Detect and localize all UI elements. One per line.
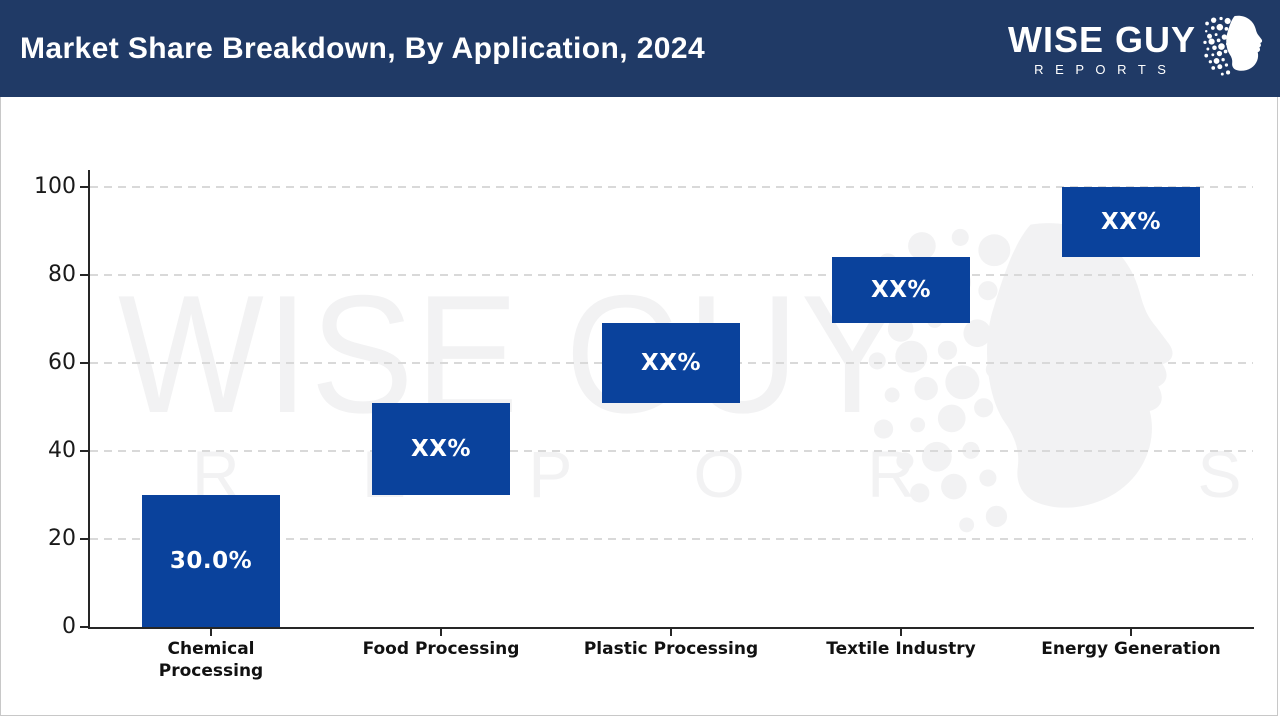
x-label-plastic-processing: Plastic Processing — [583, 639, 759, 659]
logo-wordmark: WISE GUY — [1007, 18, 1196, 60]
y-tick-label-60: 60 — [48, 350, 76, 375]
bar-chemical-processing: 30.0% — [142, 495, 280, 627]
gridline-40 — [90, 450, 1253, 452]
x-label-textile-industry: Textile Industry — [826, 639, 976, 659]
bar-food-processing: XX% — [372, 402, 510, 495]
x-axis-spine — [88, 627, 1254, 629]
x-tick-mark-chemical-processing — [210, 629, 212, 636]
x-label-chemical-processing: Chemical Processing — [158, 639, 264, 681]
header-bar: Market Share Breakdown, By Application, … — [0, 0, 1280, 97]
gridline-80 — [90, 274, 1253, 276]
y-tick-mark-80 — [80, 274, 89, 276]
bar-value-label-chemical-processing: 30.0% — [169, 548, 253, 574]
gridline-100 — [90, 186, 1253, 188]
y-tick-mark-0 — [80, 626, 89, 628]
y-axis-spine — [88, 170, 90, 629]
bar-value-label-food-processing: XX% — [410, 435, 471, 462]
wiseguy-face-icon — [1203, 15, 1263, 76]
gridline-20 — [90, 538, 1253, 540]
logo-subtext: R E P O R T S — [1034, 61, 1170, 77]
y-tick-label-40: 40 — [48, 438, 76, 463]
bar-value-label-textile-industry: XX% — [870, 277, 931, 304]
x-tick-mark-textile-industry — [900, 629, 902, 636]
wiseguy-logo: WISE GUY R E P O R T S — [1008, 14, 1280, 84]
x-tick-mark-food-processing — [440, 629, 442, 636]
y-tick-label-0: 0 — [62, 614, 76, 639]
x-tick-mark-energy-generation — [1130, 629, 1132, 636]
x-tick-mark-plastic-processing — [670, 629, 672, 636]
y-tick-label-100: 100 — [34, 174, 76, 199]
y-tick-mark-60 — [80, 362, 89, 364]
x-label-energy-generation: Energy Generation — [1041, 639, 1221, 659]
x-label-food-processing: Food Processing — [362, 639, 520, 659]
chart-title: Market Share Breakdown, By Application, … — [20, 31, 706, 65]
bar-textile-industry: XX% — [832, 257, 970, 324]
bar-energy-generation: XX% — [1062, 187, 1200, 258]
bar-value-label-plastic-processing: XX% — [640, 349, 701, 376]
y-tick-mark-100 — [80, 186, 89, 188]
y-tick-mark-40 — [80, 450, 89, 452]
y-tick-mark-20 — [80, 538, 89, 540]
bar-value-label-energy-generation: XX% — [1100, 209, 1161, 236]
bar-plastic-processing: XX% — [602, 323, 740, 403]
y-tick-label-20: 20 — [48, 526, 76, 551]
y-tick-label-80: 80 — [48, 262, 76, 287]
